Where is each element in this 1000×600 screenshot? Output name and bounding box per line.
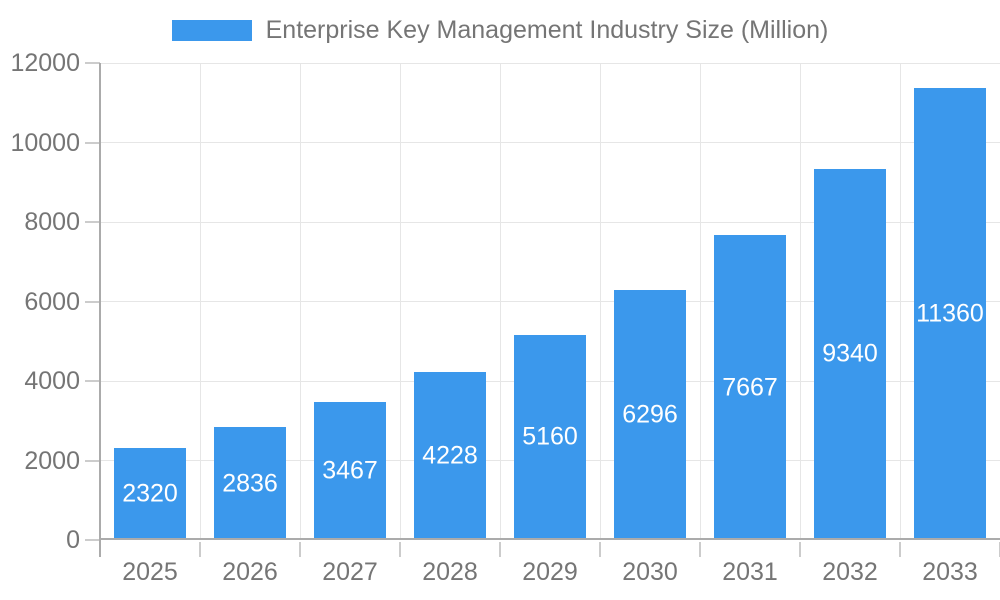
bar-value-label: 7667: [722, 373, 778, 402]
bar-value-label: 2320: [122, 479, 178, 508]
y-axis-label: 0: [66, 526, 80, 554]
legend-label: Enterprise Key Management Industry Size …: [265, 16, 829, 44]
bar-value-label: 2836: [222, 469, 278, 498]
gridline-h: [100, 221, 1000, 223]
x-axis-label: 2025: [122, 558, 178, 586]
legend: Enterprise Key Management Industry Size …: [0, 16, 1000, 45]
gridline-h: [100, 142, 1000, 143]
x-tick: [199, 542, 201, 557]
gridline-v: [699, 63, 701, 540]
bar-value-label: 5160: [522, 422, 578, 451]
x-axis-label: 2028: [422, 558, 478, 586]
x-axis-line: [100, 538, 1000, 540]
x-axis-label: 2029: [522, 558, 578, 586]
x-axis-label: 2031: [722, 558, 778, 586]
x-axis-label: 2027: [322, 558, 378, 586]
gridline-v: [799, 63, 801, 540]
bar-value-label: 3467: [322, 456, 378, 485]
y-axis-label: 12000: [10, 49, 80, 77]
x-tick: [699, 542, 701, 557]
bar[interactable]: 2836: [214, 427, 286, 540]
bar-value-label: 6296: [622, 400, 678, 429]
bar-value-label: 4228: [422, 441, 478, 470]
y-tick: [85, 459, 100, 462]
y-axis-line: [99, 63, 101, 557]
y-tick: [85, 62, 100, 64]
gridline-h: [100, 62, 1000, 64]
y-axis-label: 6000: [24, 287, 80, 316]
x-axis-label: 2030: [622, 558, 678, 586]
bar[interactable]: 4228: [414, 371, 486, 540]
x-tick: [899, 542, 901, 557]
y-tick: [85, 380, 100, 382]
gridline-h: [100, 301, 1000, 302]
bar[interactable]: 9340: [814, 168, 886, 540]
y-axis-label: 2000: [24, 446, 80, 475]
gridline-v: [499, 63, 501, 540]
y-tick: [85, 221, 100, 223]
y-tick: [85, 300, 100, 303]
bar[interactable]: 2320: [114, 447, 186, 540]
x-axis-label: 2026: [222, 558, 278, 586]
y-axis-label: 10000: [10, 128, 80, 157]
plot-area: 2320 2836 3467 4228 5160 6296 7667 9340 11360: [100, 62, 1000, 557]
gridline-v: [199, 63, 201, 540]
x-tick: [299, 542, 301, 557]
y-axis-label: 4000: [24, 367, 80, 395]
x-tick: [399, 542, 401, 557]
legend-swatch: [171, 20, 252, 41]
bar[interactable]: 11360: [914, 88, 986, 540]
y-tick: [85, 539, 100, 541]
gridline-v: [399, 63, 401, 540]
x-axis-label: 2032: [822, 558, 878, 586]
gridline-v: [899, 63, 901, 540]
bar[interactable]: 5160: [514, 334, 586, 540]
bar[interactable]: 3467: [314, 402, 386, 540]
bar-value-label: 11360: [916, 299, 984, 328]
x-axis-label: 2033: [922, 558, 978, 586]
x-tick: [499, 542, 501, 557]
y-axis-label: 8000: [24, 208, 80, 236]
bar-value-label: 9340: [822, 339, 878, 368]
bar[interactable]: 6296: [614, 289, 686, 540]
x-tick: [799, 542, 801, 557]
x-tick: [599, 542, 601, 557]
gridline-v: [599, 63, 601, 540]
bar[interactable]: 7667: [714, 235, 786, 540]
y-tick: [85, 141, 100, 144]
gridline-v: [299, 63, 301, 540]
